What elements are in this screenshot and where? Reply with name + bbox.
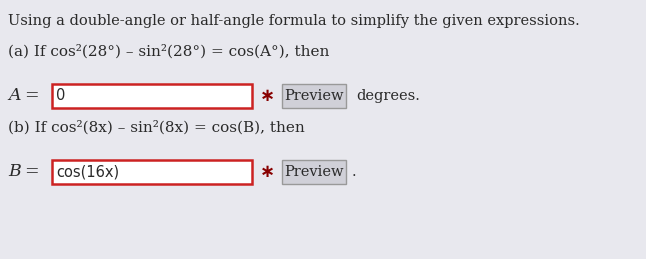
Text: 0: 0 [56,89,65,104]
Text: Preview: Preview [284,89,344,103]
FancyBboxPatch shape [52,160,252,184]
Text: Preview: Preview [284,165,344,179]
Text: B: B [8,163,21,181]
FancyBboxPatch shape [282,84,346,108]
Text: =: = [24,163,39,181]
Text: ∗: ∗ [260,163,275,181]
FancyBboxPatch shape [52,84,252,108]
Text: (b) If cos²(8x) – sin²(8x) = cos(B), then: (b) If cos²(8x) – sin²(8x) = cos(B), the… [8,120,305,134]
Text: (a) If cos²(28°) – sin²(28°) = cos(A°), then: (a) If cos²(28°) – sin²(28°) = cos(A°), … [8,44,329,58]
Text: A: A [8,88,21,104]
Text: Using a double-angle or half-angle formula to simplify the given expressions.: Using a double-angle or half-angle formu… [8,14,579,28]
Text: ∗: ∗ [260,87,275,105]
Text: cos(16x): cos(16x) [56,164,119,179]
Text: .: . [352,165,357,179]
Text: =: = [24,88,39,104]
Text: degrees.: degrees. [356,89,420,103]
FancyBboxPatch shape [282,160,346,184]
